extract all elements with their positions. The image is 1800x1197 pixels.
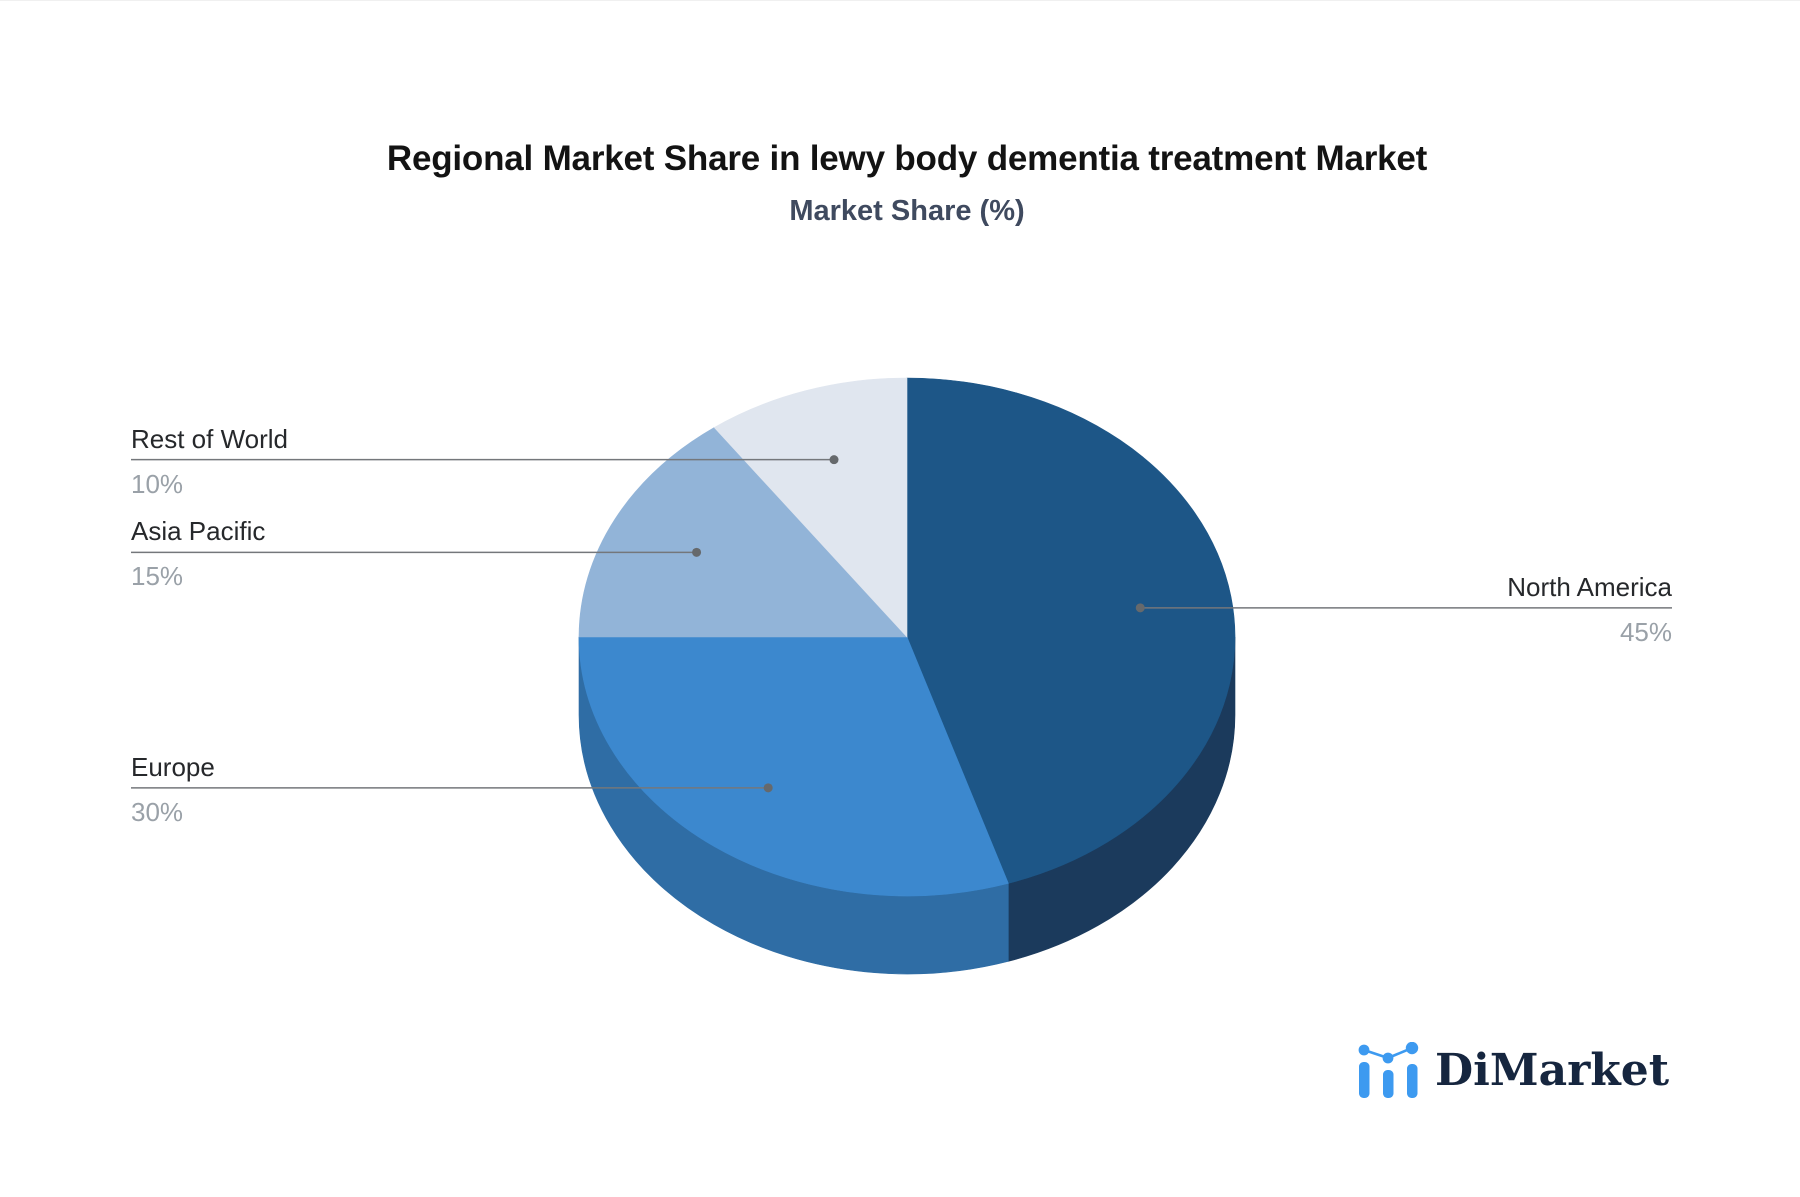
connector-dot-asia-pacific — [692, 547, 702, 557]
chart-title: Regional Market Share in lewy body demen… — [386, 139, 1428, 178]
chart-subtitle: Market Share (%) — [789, 195, 1025, 227]
bar-chart-icon — [1358, 1042, 1419, 1098]
connector-dot-north-america — [1135, 603, 1145, 613]
pie-slice-europe — [578, 636, 1009, 897]
connector-dot-europe — [763, 783, 773, 793]
slice-percent-rest-of-world: 10% — [131, 468, 184, 499]
slice-label-north-america: North America — [1507, 571, 1672, 602]
brand-logo: DiMarket — [1356, 1041, 1669, 1101]
pie-slice-north-america — [906, 377, 1236, 884]
slice-percent-north-america: 45% — [1619, 616, 1672, 647]
brand-name: DiMarket — [1435, 1045, 1670, 1096]
connector-dot-rest-of-world — [829, 455, 839, 465]
pie-slice-asia-pacific — [578, 427, 908, 638]
slice-label-asia-pacific: Asia Pacific — [131, 516, 266, 547]
slice-percent-asia-pacific: 15% — [131, 561, 184, 592]
slice-label-rest-of-world: Rest of World — [131, 423, 289, 454]
slice-percent-europe: 30% — [131, 796, 184, 827]
slice-label-europe: Europe — [131, 751, 215, 782]
pie-slice-rest-of-world — [713, 377, 908, 638]
